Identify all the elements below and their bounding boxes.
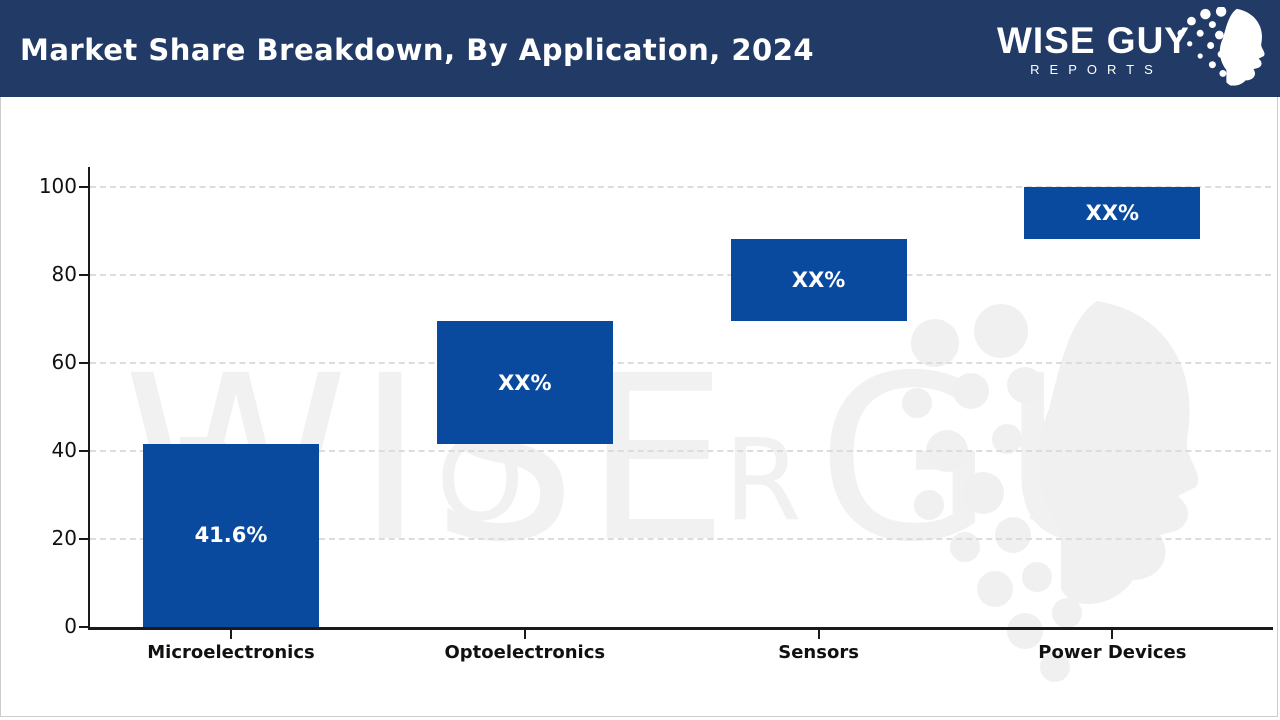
- x-tick-0: [230, 630, 232, 639]
- bar-value-label: XX%: [1085, 200, 1140, 225]
- logo-line1: WISE GUY: [996, 19, 1190, 61]
- y-tick-100: [79, 186, 88, 188]
- y-tick-label-0: 0: [64, 614, 77, 638]
- header: Market Share Breakdown, By Application, …: [0, 0, 1280, 97]
- page-title: Market Share Breakdown, By Application, …: [20, 33, 815, 67]
- dotted-head-profile-icon: [1177, 7, 1265, 86]
- x-tick-1: [523, 630, 526, 639]
- bar-sensors: XX%: [730, 238, 907, 322]
- bar-optoelectronics: XX%: [436, 321, 613, 444]
- y-axis-line: [88, 167, 90, 630]
- bar-microelectronics: 41.6%: [143, 443, 319, 627]
- bar-value-label: 41.6%: [194, 523, 268, 548]
- gridline-40: [90, 450, 1271, 452]
- bar-power-devices: XX%: [1024, 187, 1201, 239]
- y-tick-0: [79, 626, 88, 628]
- logo-line2: REPORTS: [1030, 61, 1163, 77]
- category-label-3: Power Devices: [1038, 642, 1187, 663]
- y-tick-20: [79, 538, 88, 540]
- gridline-60: [90, 362, 1271, 364]
- y-tick-label-60: 60: [51, 350, 77, 374]
- y-tick-label-100: 100: [38, 174, 77, 198]
- x-tick-2: [817, 630, 820, 639]
- chart-canvas: WISE GU P O R T S: [0, 97, 1278, 717]
- x-axis-line: [88, 627, 1273, 630]
- brand-logo: WISE GUY REPORTS: [997, 7, 1270, 91]
- plot-area: 0 20 40 60 80 100 41.6% Microelectronics XX% Opto…: [1, 97, 1277, 716]
- y-tick-40: [79, 450, 88, 452]
- watermark-head-icon: [902, 301, 1199, 682]
- y-tick-60: [79, 362, 88, 364]
- y-tick-label-80: 80: [51, 262, 77, 286]
- x-tick-3: [1111, 630, 1114, 639]
- bar-value-label: XX%: [791, 268, 846, 293]
- category-label-0: Microelectronics: [147, 642, 315, 663]
- gridline-100: [90, 186, 1271, 188]
- category-label-2: Sensors: [778, 642, 859, 663]
- logo-wordmark: WISE GUY REPORTS: [997, 22, 1190, 77]
- y-tick-80: [79, 274, 88, 276]
- category-label-1: Optoelectronics: [444, 642, 606, 663]
- y-tick-label-20: 20: [51, 526, 77, 550]
- gridline-80: [90, 274, 1271, 276]
- gridline-20: [90, 538, 1271, 540]
- y-tick-label-40: 40: [51, 438, 77, 462]
- bar-value-label: XX%: [498, 370, 552, 395]
